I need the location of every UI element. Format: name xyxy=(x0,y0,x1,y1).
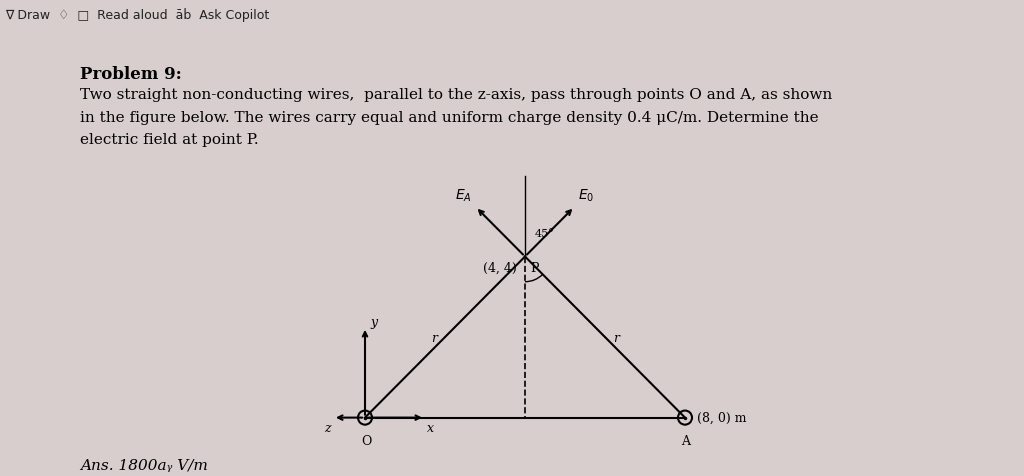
Text: P: P xyxy=(530,261,539,274)
Text: in the figure below. The wires carry equal and uniform charge density 0.4 μC/m. : in the figure below. The wires carry equ… xyxy=(80,110,818,124)
Text: Ans. 1800aᵧ V/m: Ans. 1800aᵧ V/m xyxy=(80,458,208,472)
Text: (8, 0) m: (8, 0) m xyxy=(697,411,746,424)
Text: $E_A$: $E_A$ xyxy=(455,187,471,203)
Text: O: O xyxy=(360,434,371,447)
Text: Problem 9:: Problem 9: xyxy=(80,66,181,83)
Text: y: y xyxy=(370,316,377,329)
Text: (4, 4): (4, 4) xyxy=(483,261,517,274)
Text: ∇ Draw  ♢  □  Read aloud  āḃ  Ask Copilot: ∇ Draw ♢ □ Read aloud āḃ Ask Copilot xyxy=(5,9,269,22)
Text: x: x xyxy=(427,421,433,434)
Text: $E_0$: $E_0$ xyxy=(579,187,595,203)
Text: A: A xyxy=(682,434,690,447)
Text: z: z xyxy=(324,421,331,434)
Text: 45°: 45° xyxy=(535,229,555,239)
Text: Two straight non-conducting wires,  parallel to the z-axis, pass through points : Two straight non-conducting wires, paral… xyxy=(80,88,833,102)
Text: electric field at point P.: electric field at point P. xyxy=(80,132,259,147)
Text: r: r xyxy=(613,331,618,344)
Text: r: r xyxy=(431,331,437,344)
